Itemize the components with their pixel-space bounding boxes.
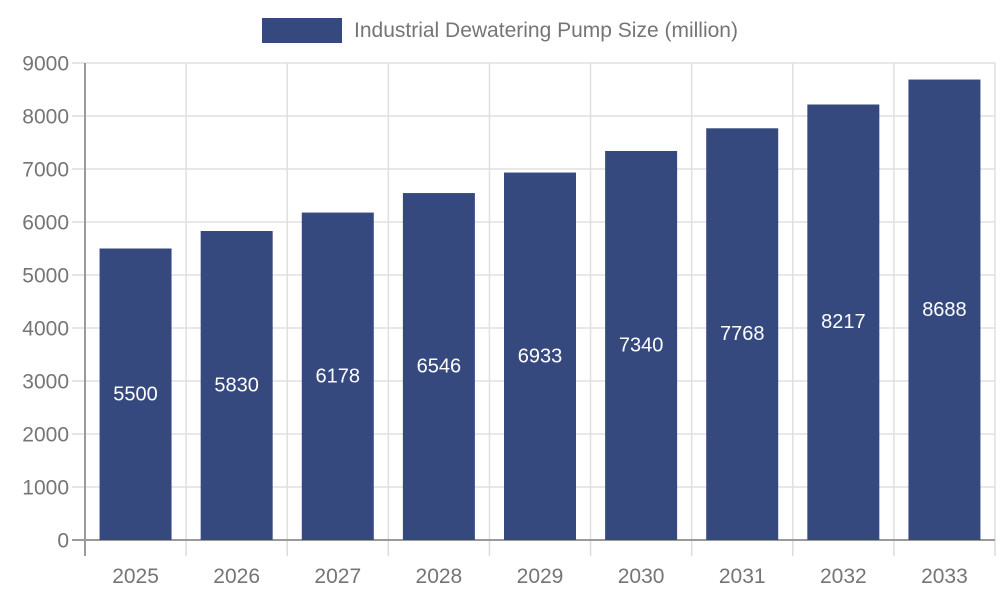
y-axis-label: 5000 bbox=[22, 265, 69, 288]
y-axis-label: 8000 bbox=[22, 106, 69, 129]
bar-value-label: 7340 bbox=[619, 334, 664, 356]
bar-2033 bbox=[908, 79, 981, 540]
y-axis-label: 9000 bbox=[22, 53, 69, 76]
bar-value-label: 6933 bbox=[518, 345, 563, 367]
y-axis-label: 7000 bbox=[22, 159, 69, 182]
bar-value-label: 8688 bbox=[922, 299, 967, 321]
x-axis-label: 2027 bbox=[314, 565, 361, 588]
y-axis-label: 4000 bbox=[22, 318, 69, 341]
bar-2030 bbox=[605, 150, 678, 541]
bar-value-label: 7768 bbox=[720, 323, 765, 345]
bar-value-label: 6178 bbox=[316, 365, 361, 387]
bar-2027 bbox=[301, 212, 374, 541]
x-axis-label: 2026 bbox=[213, 565, 260, 588]
x-axis-label: 2028 bbox=[416, 565, 463, 588]
y-axis-label: 0 bbox=[57, 530, 69, 553]
bar-value-label: 6546 bbox=[417, 356, 462, 378]
bar-2028 bbox=[402, 193, 475, 540]
x-axis-label: 2033 bbox=[921, 565, 968, 588]
x-axis-label: 2029 bbox=[517, 565, 564, 588]
bar-2031 bbox=[706, 128, 779, 540]
bar-value-label: 5500 bbox=[113, 383, 158, 405]
y-axis-label: 3000 bbox=[22, 371, 69, 394]
legend-swatch bbox=[262, 18, 342, 43]
y-axis-label: 2000 bbox=[22, 424, 69, 447]
bar-value-label: 8217 bbox=[821, 311, 866, 333]
bar-2025 bbox=[99, 248, 172, 540]
legend-label: Industrial Dewatering Pump Size (million… bbox=[354, 18, 738, 42]
y-axis-label: 1000 bbox=[22, 477, 69, 500]
x-axis-label: 2032 bbox=[820, 565, 867, 588]
bar-2029 bbox=[504, 172, 576, 540]
y-axis-label: 6000 bbox=[22, 212, 69, 235]
bar-value-label: 5830 bbox=[214, 375, 259, 397]
bar-2032 bbox=[807, 104, 880, 541]
x-axis-label: 2030 bbox=[618, 565, 665, 588]
legend-item[interactable]: Industrial Dewatering Pump Size (million… bbox=[0, 18, 1000, 43]
bar-2026 bbox=[200, 231, 273, 540]
x-axis-label: 2031 bbox=[719, 565, 766, 588]
x-axis-label: 2025 bbox=[112, 565, 159, 588]
